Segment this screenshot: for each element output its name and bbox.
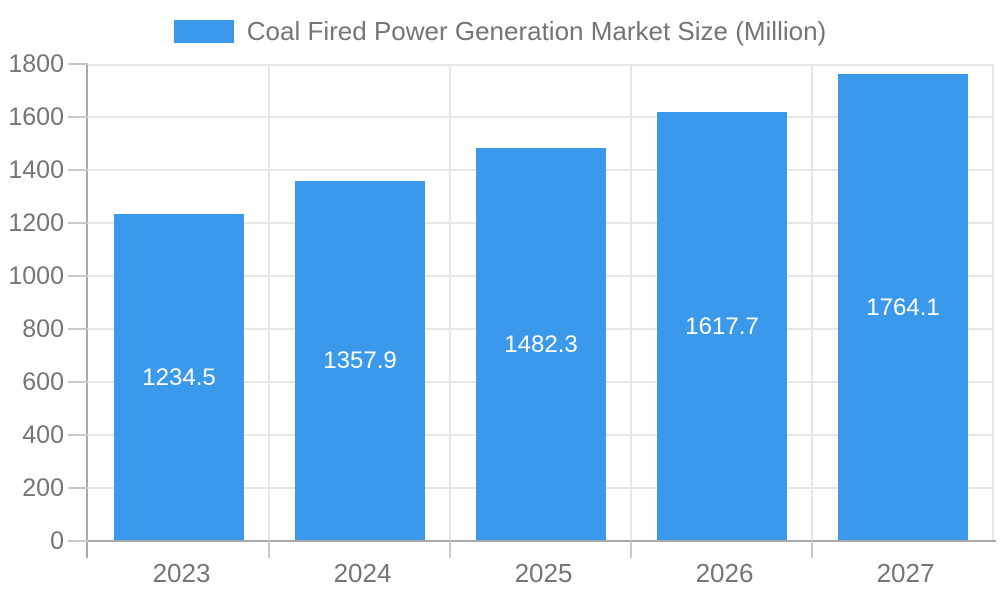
y-tick [68,222,88,224]
bar-2027: 1764.1 [838,74,968,541]
y-tick [68,434,88,436]
y-axis-label: 800 [22,315,64,343]
y-tick [68,328,88,330]
v-gridline [449,64,451,541]
bar-value-label: 1234.5 [142,363,216,391]
x-axis-label: 2027 [876,558,935,588]
legend-label: Coal Fired Power Generation Market Size … [246,16,827,46]
bar-2023: 1234.5 [114,214,244,541]
bar-2026: 1617.7 [657,112,787,541]
x-axis-label: 2024 [333,558,392,588]
y-axis-label: 0 [50,527,64,555]
x-tick [630,541,632,558]
y-axis-label: 600 [22,368,64,396]
y-tick [68,116,88,118]
bar-value-label: 1482.3 [504,330,578,358]
v-gridline [630,64,632,541]
y-tick [68,540,88,542]
y-axis-label: 1800 [8,50,64,78]
x-axis-label: 2023 [152,558,211,588]
plot-area: 1234.5 1357.9 1482.3 1617.7 1764.1 [88,64,994,541]
h-gridline [88,116,993,118]
y-axis-label: 1200 [8,209,64,237]
y-tick [68,275,88,277]
y-tick [68,487,88,489]
chart-legend: Coal Fired Power Generation Market Size … [0,18,1000,44]
x-axis-label: 2025 [514,558,573,588]
x-tick [268,541,270,558]
bar-value-label: 1357.9 [323,347,397,374]
y-tick [68,63,88,65]
v-gridline [268,64,270,541]
bar-value-label: 1764.1 [866,293,940,321]
v-gridline [992,64,994,541]
y-axis-label: 400 [22,421,64,449]
y-axis-line [86,64,88,558]
x-tick [811,541,813,558]
bar-value-label: 1617.7 [685,312,759,340]
y-axis-label: 200 [22,474,64,502]
x-tick [449,541,451,558]
legend-swatch [173,19,234,43]
bar-2025: 1482.3 [476,148,606,541]
bar-2024: 1357.9 [295,181,425,541]
x-axis-label: 2026 [695,558,754,588]
h-gridline [88,64,993,66]
x-axis-line [88,540,996,542]
v-gridline [811,64,813,541]
y-tick [68,169,88,171]
y-tick [68,381,88,383]
y-axis-label: 1600 [8,103,64,131]
y-axis-label: 1000 [8,262,64,290]
y-axis-label: 1400 [8,156,64,184]
